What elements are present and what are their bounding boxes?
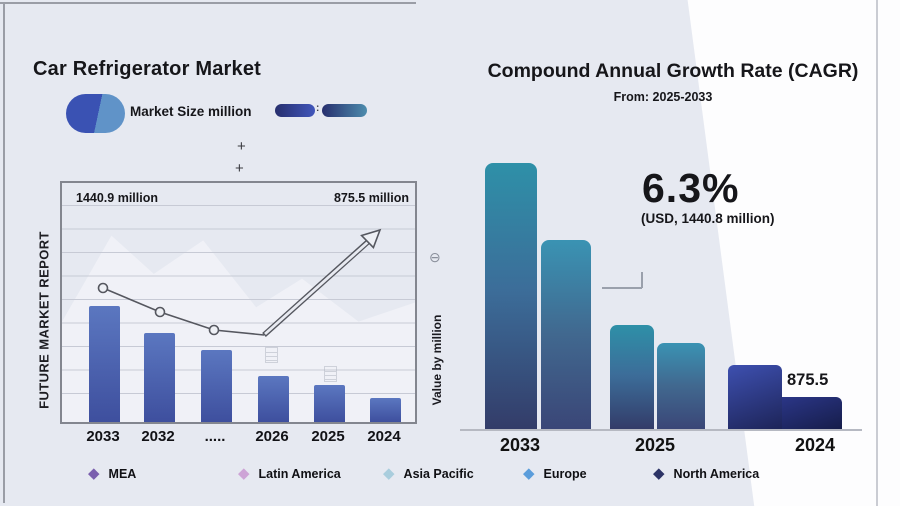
corner-bracket-line xyxy=(602,287,642,289)
ratio-pill-left-icon xyxy=(275,104,315,117)
diamond-marker-icon: ◆ xyxy=(88,465,100,482)
x-label-2024: 2024 xyxy=(367,428,401,445)
corner-bracket-line xyxy=(641,272,643,288)
ratio-pill-right-icon xyxy=(322,104,367,117)
x-label-2033: 2033 xyxy=(86,428,120,445)
plus-decor-icon: + xyxy=(235,160,244,177)
frame-border-left xyxy=(3,2,5,503)
cagr-bar-2033-b xyxy=(541,240,591,429)
legend-item-europe: ◆ Europe xyxy=(523,466,587,481)
legend-item-latin-america: ◆ Latin America xyxy=(238,466,341,481)
left-chart-title: Car Refrigerator Market xyxy=(33,58,262,80)
cagr-bar-2025-a xyxy=(610,325,654,429)
bar-2026 xyxy=(258,376,289,422)
cagr-bar-2024-b xyxy=(782,397,842,429)
diamond-marker-icon: ◆ xyxy=(523,465,535,482)
legend-item-asia-pacific: ◆ Asia Pacific xyxy=(383,466,474,481)
legend-item-mea: ◆ MEA xyxy=(88,466,136,481)
bar-2033 xyxy=(89,306,120,422)
cagr-percentage: 6.3% xyxy=(642,165,740,211)
cagr-bar-2024-a xyxy=(728,365,782,429)
end-value-label: 875.5 million xyxy=(333,191,409,205)
market-size-bar-chart: 1440.9 million 875.5 million xyxy=(60,181,417,424)
max-value-label: 1440.9 million xyxy=(76,191,158,205)
plus-decor-icon: + xyxy=(237,138,246,155)
group-label-2025: 2025 xyxy=(634,435,676,455)
legend-label: MEA xyxy=(108,466,137,481)
cagr-bar-2033-a xyxy=(485,163,537,429)
diamond-marker-icon: ◆ xyxy=(383,465,395,482)
x-label-2026: 2026 xyxy=(255,428,289,445)
value-by-million-axis-label: Value by million xyxy=(430,314,444,406)
bar-2032 xyxy=(144,333,175,422)
bar-middle-years xyxy=(201,350,232,422)
document-watermark-icon xyxy=(324,366,337,382)
x-axis-line xyxy=(460,429,862,431)
cagr-period-subtitle: From: 2025-2033 xyxy=(613,90,713,104)
ratio-separator: : xyxy=(316,103,320,114)
group-label-2033: 2033 xyxy=(499,435,541,455)
frame-border-top xyxy=(0,2,416,4)
cagr-chart-title: Compound Annual Growth Rate (CAGR) xyxy=(487,60,859,82)
x-label-ellipsis: ..... xyxy=(204,428,226,445)
market-size-capsule-icon xyxy=(66,94,125,133)
right-edge-divider xyxy=(876,0,878,506)
group-label-2024: 2024 xyxy=(794,435,836,455)
gridlines xyxy=(62,205,415,397)
x-label-2032: 2032 xyxy=(141,428,175,445)
cagr-usd-detail: (USD, 1440.8 million) xyxy=(641,211,775,226)
cagr-bar-2025-b xyxy=(657,343,705,429)
x-label-2025: 2025 xyxy=(311,428,345,445)
future-market-report-watermark: FUTURE MARKET REPORT xyxy=(36,231,52,409)
trend-line-and-growth-arrow-icon xyxy=(97,228,382,338)
value-annotation-875: 875.5 xyxy=(787,371,829,389)
legend-label: Latin America xyxy=(258,466,341,481)
legend-label: North America xyxy=(673,466,760,481)
bar-2025 xyxy=(314,385,345,422)
minus-circle-icon: ⊖ xyxy=(429,249,441,265)
diamond-marker-icon: ◆ xyxy=(653,465,665,482)
diamond-marker-icon: ◆ xyxy=(238,465,250,482)
market-size-legend-label: Market Size million xyxy=(130,104,252,119)
legend-item-north-america: ◆ North America xyxy=(653,466,759,481)
bar-2024 xyxy=(370,398,401,422)
legend-label: Europe xyxy=(543,466,587,481)
legend-label: Asia Pacific xyxy=(403,466,474,481)
document-watermark-icon xyxy=(265,347,278,363)
